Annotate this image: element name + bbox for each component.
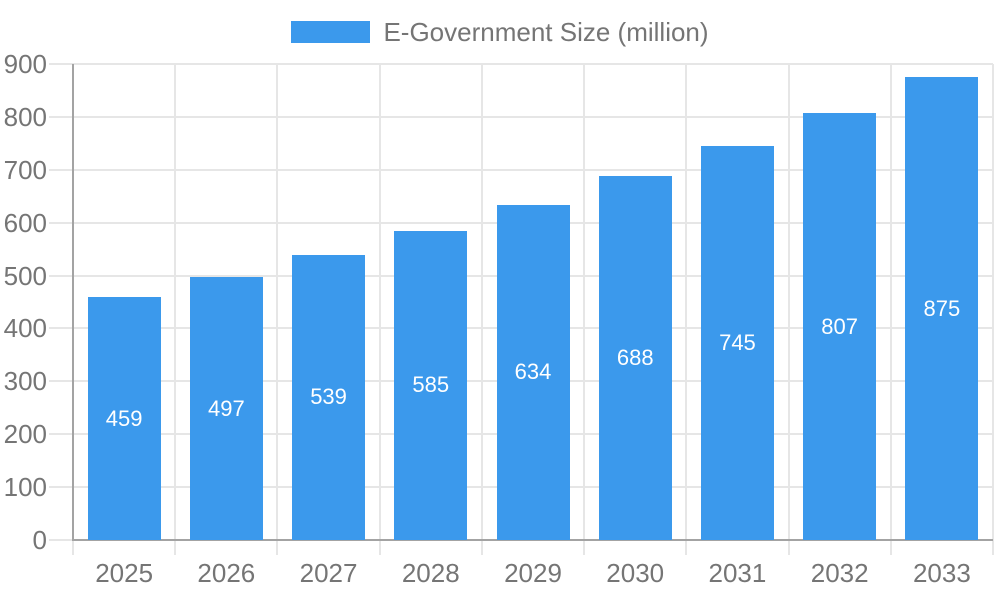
- bar-value-label-2031: 745: [719, 329, 756, 355]
- x-tick-label-2031: 2031: [708, 558, 767, 588]
- x-axis-tick-9: [992, 540, 994, 555]
- y-tick-label-400: 400: [3, 313, 47, 344]
- y-axis-tick-700: [49, 168, 73, 171]
- gridline-horizontal-800: [73, 115, 993, 118]
- y-axis-tick-400: [49, 327, 73, 330]
- x-tick-label-2029: 2029: [504, 558, 562, 588]
- gridline-vertical-1: [174, 64, 177, 540]
- x-axis-line: [73, 539, 993, 541]
- x-tick-label-2028: 2028: [401, 558, 460, 588]
- x-axis-tick-0: [72, 540, 74, 555]
- bar-value-label-2028: 585: [412, 372, 450, 398]
- bar-2033[interactable]: [905, 77, 979, 540]
- bar-value-label-2033: 875: [923, 295, 961, 321]
- legend[interactable]: E-Government Size (million): [0, 14, 1000, 50]
- bar-value-label-2030: 688: [616, 345, 654, 371]
- bar-2030[interactable]: [598, 176, 672, 540]
- y-axis-tick-800: [49, 115, 73, 118]
- x-tick-label-2030: 2030: [606, 558, 665, 588]
- bar-2031[interactable]: [700, 145, 774, 540]
- y-axis-tick-600: [49, 221, 73, 224]
- gridline-vertical-8: [889, 64, 892, 540]
- bar-value-label-2026: 497: [207, 395, 245, 421]
- y-axis-tick-100: [49, 486, 73, 489]
- gridline-horizontal-900: [73, 63, 993, 65]
- bar-2029[interactable]: [496, 204, 570, 540]
- x-axis-tick-5: [583, 540, 586, 555]
- x-axis-tick-1: [174, 540, 177, 555]
- x-axis-tick-6: [685, 540, 688, 555]
- y-tick-label-500: 500: [3, 260, 47, 291]
- y-axis-tick-500: [49, 274, 73, 277]
- bar-2026[interactable]: [189, 277, 263, 540]
- y-tick-label-100: 100: [3, 472, 47, 503]
- gridline-horizontal-700: [73, 168, 993, 171]
- x-axis-tick-3: [378, 540, 381, 555]
- x-axis-tick-7: [787, 540, 790, 555]
- y-tick-label-300: 300: [3, 366, 47, 397]
- y-axis-tick-900: [49, 63, 73, 65]
- gridline-vertical-5: [583, 64, 586, 540]
- y-tick-label-600: 600: [3, 207, 47, 238]
- y-tick-label-700: 700: [3, 154, 47, 185]
- bar-value-label-2027: 539: [310, 384, 347, 410]
- y-tick-label-900: 900: [3, 49, 47, 79]
- bar-2032[interactable]: [803, 113, 877, 540]
- x-tick-label-2027: 2027: [299, 558, 358, 588]
- gridline-vertical-4: [480, 64, 483, 540]
- y-tick-label-0: 0: [32, 525, 47, 555]
- x-tick-label-2033: 2033: [912, 558, 971, 588]
- bar-2027[interactable]: [292, 254, 366, 540]
- bar-value-label-2032: 807: [821, 313, 859, 339]
- x-axis-tick-2: [276, 540, 279, 555]
- gridline-vertical-2: [276, 64, 279, 540]
- legend-label: E-Government Size (million): [383, 16, 709, 47]
- bar-2028[interactable]: [394, 230, 468, 540]
- x-axis-tick-4: [480, 540, 483, 555]
- y-axis-tick-300: [49, 380, 73, 383]
- y-axis-line: [72, 64, 74, 541]
- gridline-vertical-9: [992, 64, 994, 540]
- bar-value-label-2025: 459: [105, 405, 143, 431]
- x-tick-label-2025: 2025: [95, 558, 154, 588]
- y-tick-label-800: 800: [3, 101, 47, 132]
- gridline-vertical-3: [378, 64, 381, 540]
- bar-2025[interactable]: [87, 297, 161, 540]
- y-axis-tick-0: [49, 539, 73, 541]
- y-tick-label-200: 200: [3, 419, 47, 450]
- legend-swatch: [291, 21, 371, 43]
- x-axis-tick-8: [889, 540, 892, 555]
- y-axis-tick-200: [49, 433, 73, 436]
- x-tick-label-2032: 2032: [810, 558, 869, 588]
- gridline-vertical-7: [787, 64, 790, 540]
- x-tick-label-2026: 2026: [197, 558, 256, 588]
- bar-value-label-2029: 634: [514, 359, 552, 385]
- gridline-vertical-6: [685, 64, 688, 540]
